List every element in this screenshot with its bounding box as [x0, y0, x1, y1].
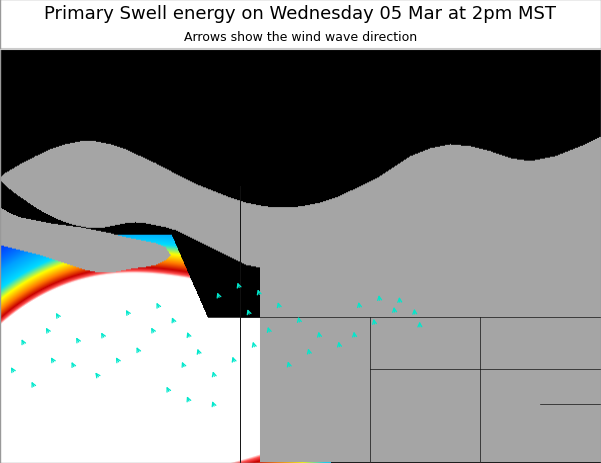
Text: Primary Swell energy on Wednesday 05 Mar at 2pm MST: Primary Swell energy on Wednesday 05 Mar… — [44, 5, 557, 23]
Text: Arrows show the wind wave direction: Arrows show the wind wave direction — [184, 31, 417, 44]
